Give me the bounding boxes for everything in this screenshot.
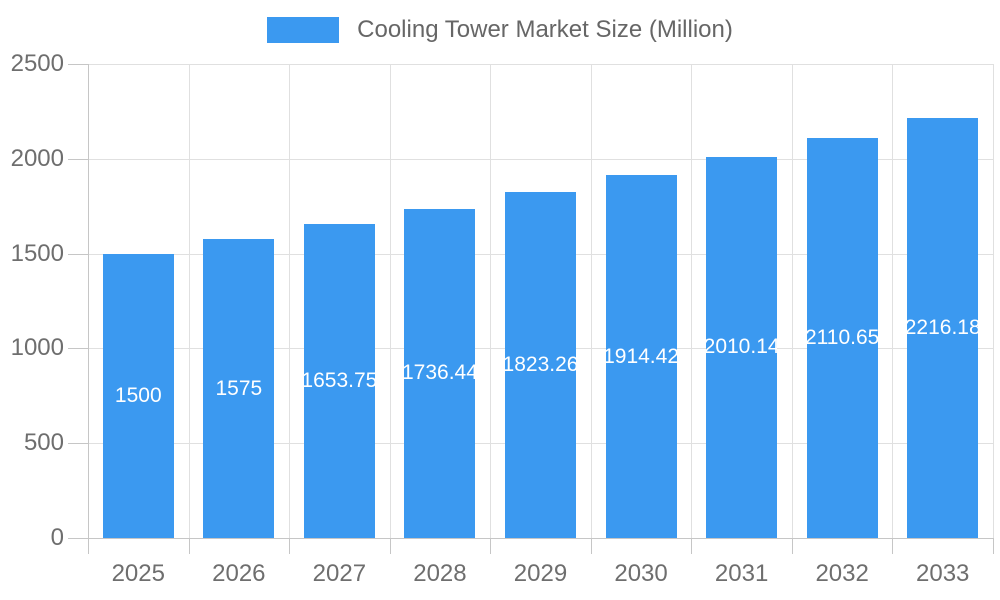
bar-2026[interactable]: 1575 [203,239,275,538]
x-axis-label-2026: 2026 [212,560,266,587]
x-axis-label-2028: 2028 [413,560,467,587]
x-axis-tick [892,538,893,554]
bar-2033[interactable]: 2216.18 [907,117,979,538]
bar-value-label: 1736.44 [404,361,476,385]
bar-value-label: 2110.65 [806,325,878,349]
y-axis-tick [68,538,88,539]
y-axis-label: 1000 [10,334,64,362]
y-axis-label: 1500 [10,239,64,267]
x-axis-label-2025: 2025 [111,560,165,587]
x-axis-tick [189,538,190,554]
x-axis-label-2032: 2032 [815,560,869,587]
x-axis-line [88,538,993,539]
y-axis-label: 2500 [10,50,64,77]
x-axis-tick [88,538,89,554]
bar-2032[interactable]: 2110.65 [806,137,878,538]
v-gridline [993,64,994,538]
y-axis-tick [68,64,88,65]
x-axis-tick [591,538,592,554]
x-axis-label-2033: 2033 [916,560,970,587]
v-gridline [792,64,793,538]
v-gridline [892,64,893,538]
x-axis-label-2031: 2031 [714,560,769,587]
bar-value-label: 1823.26 [505,353,576,377]
v-gridline [691,64,692,538]
v-gridline [490,64,491,538]
bar-2031[interactable]: 2010.14 [706,156,778,538]
bar-2029[interactable]: 1823.26 [505,192,576,538]
y-axis-label: 0 [50,524,64,551]
x-axis-label-2030: 2030 [614,560,668,587]
y-axis-tick [68,253,88,255]
x-axis-tick [490,538,491,554]
x-axis-tick [792,538,793,554]
bar-2027[interactable]: 1653.75 [303,224,375,538]
y-axis-line [88,64,89,538]
legend-marker-swatch[interactable] [267,17,340,43]
h-gridline [88,158,993,160]
bar-value-label: 1500 [114,383,162,407]
v-gridline [591,64,592,538]
y-axis-tick [68,443,88,445]
bar-value-label: 1575 [215,376,263,400]
y-axis-tick [68,348,88,350]
v-gridline [390,64,391,538]
bar-2028[interactable]: 1736.44 [404,208,476,538]
x-axis-label-2029: 2029 [513,560,568,587]
y-axis-tick [68,158,88,160]
y-axis-label: 2000 [10,144,64,172]
bar-value-label: 1653.75 [303,369,375,393]
bar-value-label: 2216.18 [907,315,979,339]
y-axis-label: 500 [23,429,64,457]
bar-value-label: 1914.42 [605,344,677,368]
bar-value-label: 2010.14 [706,335,778,359]
bar-2030[interactable]: 1914.42 [605,175,677,538]
h-gridline [88,64,993,65]
x-axis-tick [691,538,692,554]
x-axis-tick [993,538,994,554]
legend-label[interactable]: Cooling Tower Market Size (Million) [357,16,733,43]
x-axis-tick [390,538,391,554]
x-axis-label-2027: 2027 [312,560,367,587]
bar-2025[interactable]: 1500 [102,253,174,538]
legend: Cooling Tower Market Size (Million) [0,16,1000,44]
v-gridline [189,64,190,538]
plot-area: 1500 1575 1653.75 1736.44 1823.26 1914.42 2010… [88,64,994,539]
v-gridline [289,64,290,538]
x-axis-tick [289,538,290,554]
